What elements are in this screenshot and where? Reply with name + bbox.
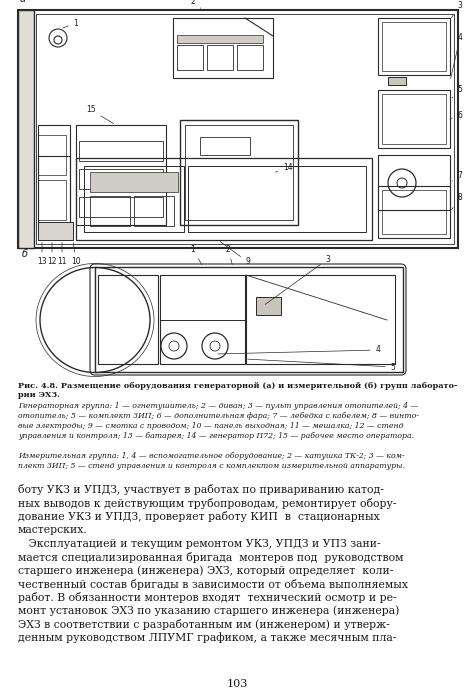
Text: боту УКЗ и УПДЗ, участвует в работах по привариванию катод-
ных выводов к действ: боту УКЗ и УПДЗ, участвует в работах по … xyxy=(18,484,396,535)
Bar xyxy=(38,156,70,238)
Text: 8: 8 xyxy=(452,194,462,210)
Bar xyxy=(180,120,298,225)
Bar xyxy=(90,172,178,192)
Bar xyxy=(18,10,458,248)
Bar xyxy=(38,180,66,220)
Bar xyxy=(95,267,403,372)
Text: Эксплуатацией и текущим ремонтом УКЗ, УПДЗ и УПЗ зани-
мается специализированная: Эксплуатацией и текущим ремонтом УКЗ, УП… xyxy=(18,539,408,643)
Text: 3: 3 xyxy=(265,254,330,305)
Text: Рис. 4.8. Размещение оборудования генераторной (а) и измерительной (б) групп лаб: Рис. 4.8. Размещение оборудования генера… xyxy=(18,382,457,390)
Bar xyxy=(378,186,450,238)
Bar xyxy=(237,45,263,70)
Bar xyxy=(378,18,450,75)
Bar xyxy=(246,275,395,364)
Bar xyxy=(207,45,233,70)
Bar xyxy=(38,222,73,240)
Bar xyxy=(18,10,34,248)
Bar xyxy=(98,275,158,364)
Text: 5: 5 xyxy=(248,359,395,372)
Text: 10: 10 xyxy=(71,243,81,266)
Text: 6: 6 xyxy=(450,111,463,119)
Text: 13: 13 xyxy=(37,243,47,266)
Text: 3: 3 xyxy=(452,1,463,17)
Text: 4: 4 xyxy=(218,346,381,355)
Bar xyxy=(79,169,163,189)
Bar xyxy=(76,158,372,240)
Text: 1: 1 xyxy=(63,19,78,28)
Bar xyxy=(378,155,450,210)
Text: 2: 2 xyxy=(191,0,201,8)
Bar xyxy=(173,18,273,78)
Bar xyxy=(188,166,366,232)
Bar xyxy=(160,275,245,364)
Text: 9: 9 xyxy=(220,242,250,266)
Bar xyxy=(38,125,70,225)
Text: 11: 11 xyxy=(57,243,67,266)
Bar xyxy=(256,297,281,315)
Text: Генераторная группа: 1 — огнетушитель; 2 — диван; 3 — пульт управления отопителе: Генераторная группа: 1 — огнетушитель; 2… xyxy=(18,402,419,441)
Text: 4: 4 xyxy=(451,33,463,78)
Text: 1: 1 xyxy=(191,245,201,265)
Bar xyxy=(84,166,184,232)
Bar xyxy=(36,14,454,244)
Bar xyxy=(200,137,250,155)
Bar xyxy=(177,45,203,70)
Bar xyxy=(378,90,450,148)
Text: 5: 5 xyxy=(452,86,463,98)
Bar xyxy=(79,141,163,161)
Text: 15: 15 xyxy=(86,105,114,123)
Bar xyxy=(382,22,446,71)
Text: 7: 7 xyxy=(452,171,463,181)
Text: 14: 14 xyxy=(276,164,293,172)
Text: 12: 12 xyxy=(47,243,57,266)
Text: рии ЭХЗ.: рии ЭХЗ. xyxy=(18,391,60,399)
Text: а: а xyxy=(20,0,26,4)
Bar xyxy=(382,94,446,144)
Text: 103: 103 xyxy=(226,679,248,689)
Bar xyxy=(185,125,293,220)
Text: Измерительная группа: 1, 4 — вспомогательное оборудование; 2 — катушка ТК-2; 3 —: Измерительная группа: 1, 4 — вспомогател… xyxy=(18,452,405,470)
Bar xyxy=(388,77,406,85)
Bar xyxy=(90,196,130,226)
Bar xyxy=(382,190,446,234)
Bar xyxy=(76,125,166,225)
Bar xyxy=(79,197,163,217)
Text: 2: 2 xyxy=(226,245,232,264)
Text: б: б xyxy=(22,249,28,259)
Bar xyxy=(177,35,263,43)
Bar xyxy=(134,196,174,226)
Bar xyxy=(38,135,66,175)
